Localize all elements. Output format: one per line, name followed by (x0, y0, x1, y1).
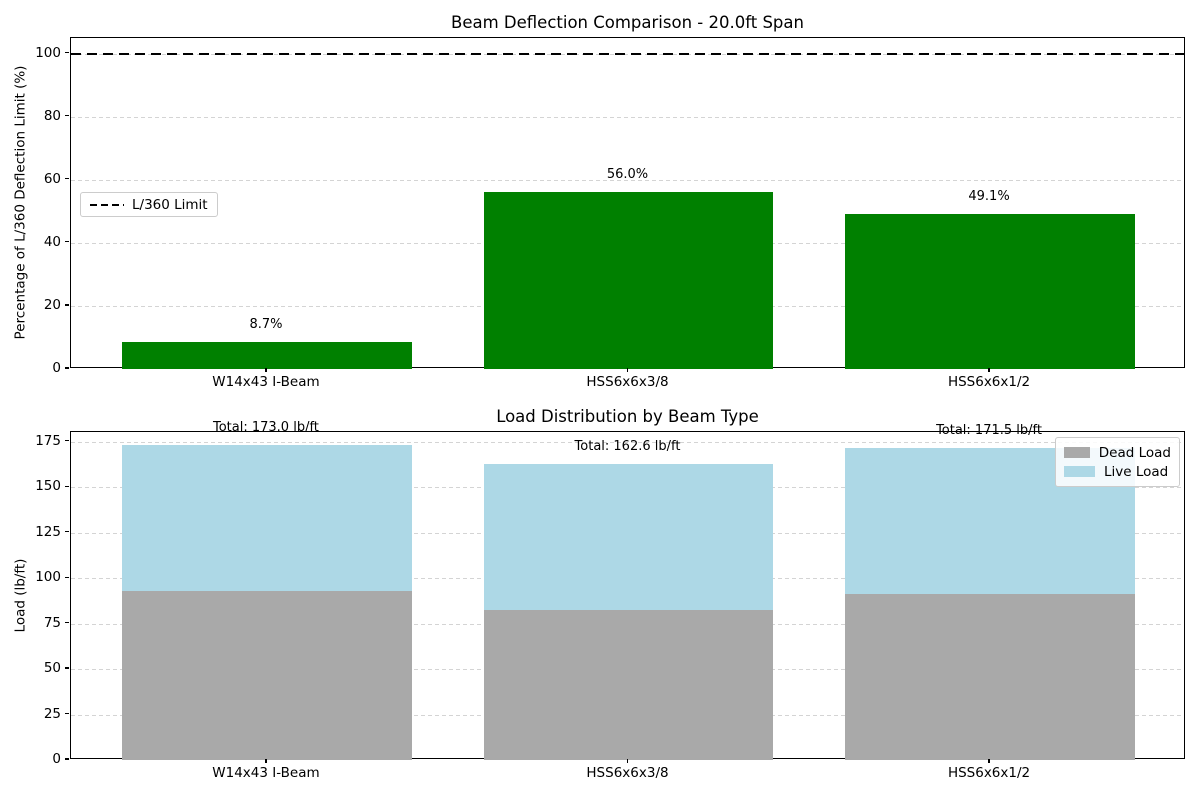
y-tick-mark (65, 667, 69, 669)
deflection-bar-3 (845, 214, 1135, 369)
y-tick-label: 80 (43, 107, 61, 124)
y-tick-label: 0 (52, 360, 61, 376)
x-tick-mark (988, 368, 990, 372)
y-tick-label: 75 (43, 614, 61, 631)
legend-row-live-load: Live Load (1064, 462, 1171, 481)
deflection-y-axis-label: Percentage of L/360 Deflection Limit (%) (12, 65, 29, 340)
y-tick-label: 50 (43, 660, 61, 677)
deflection-value-label-2: 56.0% (606, 167, 649, 183)
live-load-swatch (1064, 466, 1095, 477)
dead-load-bar-3 (845, 593, 1135, 760)
gridline-y-175 (71, 441, 1184, 443)
dead-load-bar-1 (122, 590, 412, 760)
total-load-label-2: Total: 162.6 lb/ft (574, 439, 681, 455)
x-tick-label-1: W14x43 I-Beam (212, 765, 320, 781)
y-tick-label: 125 (35, 523, 61, 540)
deflection-bar-1 (122, 341, 412, 369)
gridline-y-60 (71, 179, 1184, 181)
total-load-label-1: Total: 173.0 lb/ft (212, 420, 319, 436)
gridline-y-80 (71, 116, 1184, 118)
y-tick-mark (65, 440, 69, 442)
x-tick-label-1: W14x43 I-Beam (212, 374, 320, 390)
y-tick-label: 100 (35, 44, 61, 61)
y-tick-label: 40 (43, 233, 61, 250)
deflection-value-label-3: 49.1% (968, 189, 1010, 205)
x-tick-label-2: HSS6x6x3/8 (586, 765, 669, 781)
y-tick-mark (65, 622, 69, 624)
x-tick-mark (265, 759, 267, 763)
y-tick-mark (65, 115, 69, 117)
y-tick-mark (65, 52, 69, 54)
x-tick-mark (988, 759, 990, 763)
y-tick-mark (65, 178, 69, 180)
x-tick-mark (265, 368, 267, 372)
legend-row-dead-load: Dead Load (1064, 443, 1171, 462)
dashed-limit-line-sample (90, 203, 124, 206)
x-tick-label-3: HSS6x6x1/2 (947, 374, 1031, 390)
l360-limit-line (71, 52, 1184, 55)
x-tick-label-2: HSS6x6x3/8 (586, 374, 669, 390)
x-tick-label-3: HSS6x6x1/2 (947, 765, 1031, 781)
y-tick-label: 100 (35, 569, 61, 586)
live-load-bar-1 (122, 445, 412, 591)
x-tick-mark (626, 759, 629, 763)
y-tick-mark (65, 712, 69, 715)
y-tick-mark (65, 531, 69, 533)
deflection-bar-2 (483, 192, 774, 369)
y-tick-mark (65, 241, 69, 243)
y-tick-mark (65, 485, 69, 487)
dead-load-bar-2 (483, 609, 774, 760)
deflection-legend: L/360 Limit (80, 192, 218, 217)
load-chart-title: Load Distribution by Beam Type (496, 407, 759, 426)
y-tick-label: 150 (35, 478, 61, 495)
load-plot-area (70, 431, 1185, 760)
dead-load-legend-label: Dead Load (1098, 444, 1171, 461)
total-load-label-3: Total: 171.5 lb/ft (936, 423, 1042, 439)
y-tick-mark (65, 304, 69, 306)
dead-load-swatch (1064, 447, 1090, 458)
load-y-axis-label: Load (lb/ft) (12, 558, 29, 633)
y-tick-label: 175 (35, 432, 61, 449)
y-tick-label: 25 (43, 705, 61, 722)
y-tick-label: 20 (43, 296, 61, 313)
deflection-value-label-1: 8.7% (249, 316, 283, 332)
deflection-chart-title: Beam Deflection Comparison - 20.0ft Span (451, 13, 804, 32)
y-tick-mark (65, 367, 69, 369)
load-legend: Dead Load Live Load (1055, 437, 1180, 487)
y-tick-label: 60 (43, 170, 61, 187)
limit-legend-label: L/360 Limit (132, 196, 208, 213)
deflection-plot-area (70, 37, 1185, 369)
live-load-legend-label: Live Load (1104, 463, 1169, 480)
y-tick-mark (65, 758, 69, 760)
x-tick-mark (626, 368, 629, 372)
y-tick-mark (65, 576, 69, 578)
y-tick-label: 0 (52, 751, 61, 767)
live-load-bar-2 (483, 464, 774, 610)
